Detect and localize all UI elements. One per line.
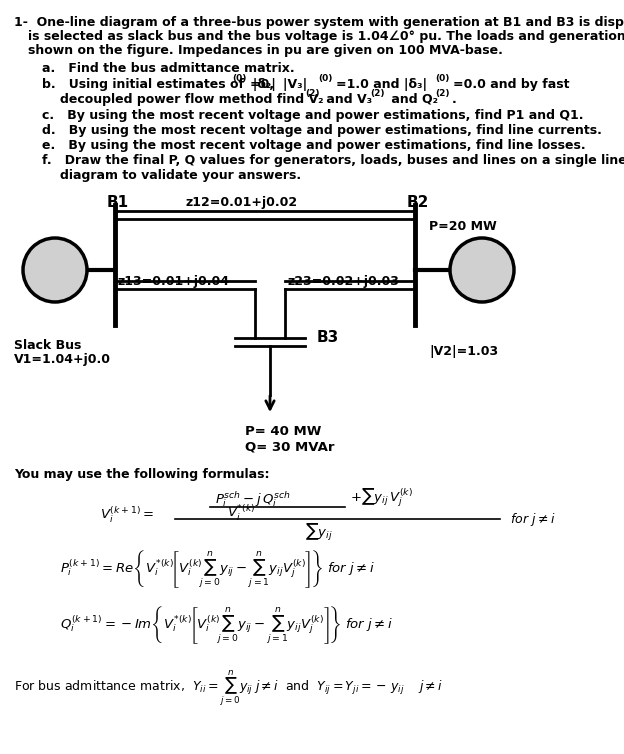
Text: (0): (0) — [232, 74, 246, 83]
Text: is selected as slack bus and the bus voltage is 1.04∠0° pu. The loads and genera: is selected as slack bus and the bus vol… — [28, 30, 624, 43]
Text: B2: B2 — [407, 195, 429, 210]
Text: $V_i^{(k+1)} =$: $V_i^{(k+1)} =$ — [100, 505, 154, 526]
Text: P=20 MW: P=20 MW — [429, 220, 497, 233]
Text: P= 40 MW: P= 40 MW — [245, 425, 321, 438]
Text: (0): (0) — [318, 74, 333, 83]
Text: shown on the figure. Impedances in pu are given on 100 MVA-base.: shown on the figure. Impedances in pu ar… — [28, 44, 503, 57]
Circle shape — [23, 238, 87, 302]
Text: $V_i^{*(k)}$: $V_i^{*(k)}$ — [227, 503, 255, 523]
Text: $Q_i^{(k+1)} = -Im\left\{V_i^{*(k)}\!\left[V_i^{(k)}\!\sum_{j=0}^{n} y_{ij} - \s: $Q_i^{(k+1)} = -Im\left\{V_i^{*(k)}\!\le… — [60, 604, 393, 645]
Text: Q= 30 MVAr: Q= 30 MVAr — [245, 441, 334, 454]
Text: and Q₂: and Q₂ — [387, 93, 438, 106]
Text: $P_i^{sch} - j\,Q_i^{sch}$: $P_i^{sch} - j\,Q_i^{sch}$ — [215, 489, 291, 509]
Text: a.   Find the bus admittance matrix.: a. Find the bus admittance matrix. — [42, 62, 295, 75]
Text: B1: B1 — [107, 195, 129, 210]
Text: (2): (2) — [305, 89, 319, 98]
Text: $\sum y_{ij}$: $\sum y_{ij}$ — [305, 522, 333, 543]
Text: $P_i^{(k+1)} = Re\left\{V_i^{*(k)}\!\left[V_i^{(k)}\!\sum_{j=0}^{n} y_{ij} - \su: $P_i^{(k+1)} = Re\left\{V_i^{*(k)}\!\lef… — [60, 548, 375, 590]
Text: c.   By using the most recent voltage and power estimations, find P1 and Q1.: c. By using the most recent voltage and … — [42, 109, 583, 122]
Text: For bus admittance matrix,  $Y_{ii} = \sum_{j=0}^{n} y_{ij}\;j \neq i$  and  $Y_: For bus admittance matrix, $Y_{ii} = \su… — [14, 668, 443, 708]
Text: z13=0.01+j0.04: z13=0.01+j0.04 — [118, 275, 230, 288]
Text: z23=0.02+j0.03: z23=0.02+j0.03 — [288, 275, 400, 288]
Text: $for\ j \neq i$: $for\ j \neq i$ — [510, 511, 555, 528]
Text: and V₃: and V₃ — [322, 93, 372, 106]
Text: (2): (2) — [370, 89, 384, 98]
Text: 1-  One-line diagram of a three-bus power system with generation at B1 and B3 is: 1- One-line diagram of a three-bus power… — [14, 16, 624, 29]
Text: decoupled power flow method find V₂: decoupled power flow method find V₂ — [60, 93, 323, 106]
Text: =1.0 and |δ₃|: =1.0 and |δ₃| — [336, 78, 427, 91]
Text: $+ \sum y_{ij}\,V_j^{(k)}$: $+ \sum y_{ij}\,V_j^{(k)}$ — [350, 487, 413, 510]
Text: d.   By using the most recent voltage and power estimations, find line currents.: d. By using the most recent voltage and … — [42, 124, 602, 137]
Circle shape — [450, 238, 514, 302]
Text: f.   Draw the final P, Q values for generators, loads, buses and lines on a sing: f. Draw the final P, Q values for genera… — [42, 154, 624, 167]
Text: e.   By using the most recent voltage and power estimations, find line losses.: e. By using the most recent voltage and … — [42, 139, 586, 152]
Text: Slack Bus: Slack Bus — [14, 339, 81, 352]
Text: B3: B3 — [317, 330, 339, 345]
Text: =0,  |V₃|: =0, |V₃| — [250, 78, 307, 91]
Text: diagram to validate your answers.: diagram to validate your answers. — [60, 169, 301, 182]
Text: |V2|=1.03: |V2|=1.03 — [429, 345, 498, 358]
Text: V1=1.04+j0.0: V1=1.04+j0.0 — [14, 353, 111, 366]
Text: You may use the following formulas:: You may use the following formulas: — [14, 468, 270, 481]
Text: .: . — [452, 93, 457, 106]
Text: z12=0.01+j0.02: z12=0.01+j0.02 — [185, 196, 297, 209]
Text: (0): (0) — [435, 74, 449, 83]
Text: (2): (2) — [435, 89, 449, 98]
Text: b.   Using initial estimates of  |δ₂|: b. Using initial estimates of |δ₂| — [42, 78, 276, 91]
Text: =0.0 and by fast: =0.0 and by fast — [453, 78, 570, 91]
